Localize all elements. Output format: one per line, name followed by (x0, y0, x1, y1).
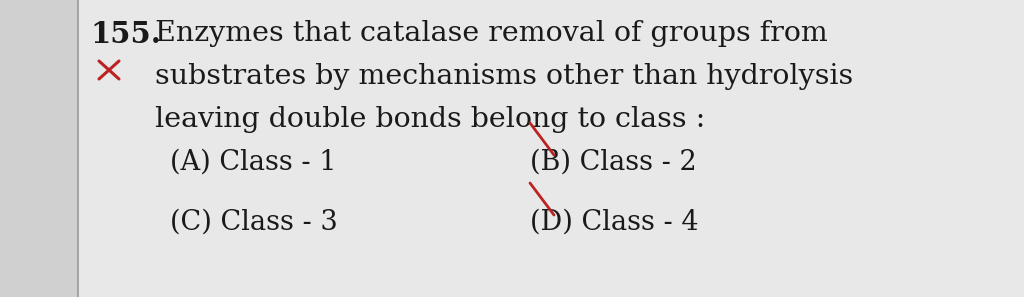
Text: substrates by mechanisms other than hydrolysis: substrates by mechanisms other than hydr… (155, 63, 853, 90)
Text: (B) Class - 2: (B) Class - 2 (530, 149, 696, 176)
Text: (A) Class - 1: (A) Class - 1 (170, 149, 337, 176)
Text: (D) Class - 4: (D) Class - 4 (530, 209, 698, 236)
Text: (C) Class - 3: (C) Class - 3 (170, 209, 338, 236)
Text: leaving double bonds belong to class :: leaving double bonds belong to class : (155, 106, 706, 133)
Text: 155.: 155. (90, 20, 161, 49)
Text: Enzymes that catalase removal of groups from: Enzymes that catalase removal of groups … (155, 20, 827, 47)
Bar (0, 0, 78, 297)
